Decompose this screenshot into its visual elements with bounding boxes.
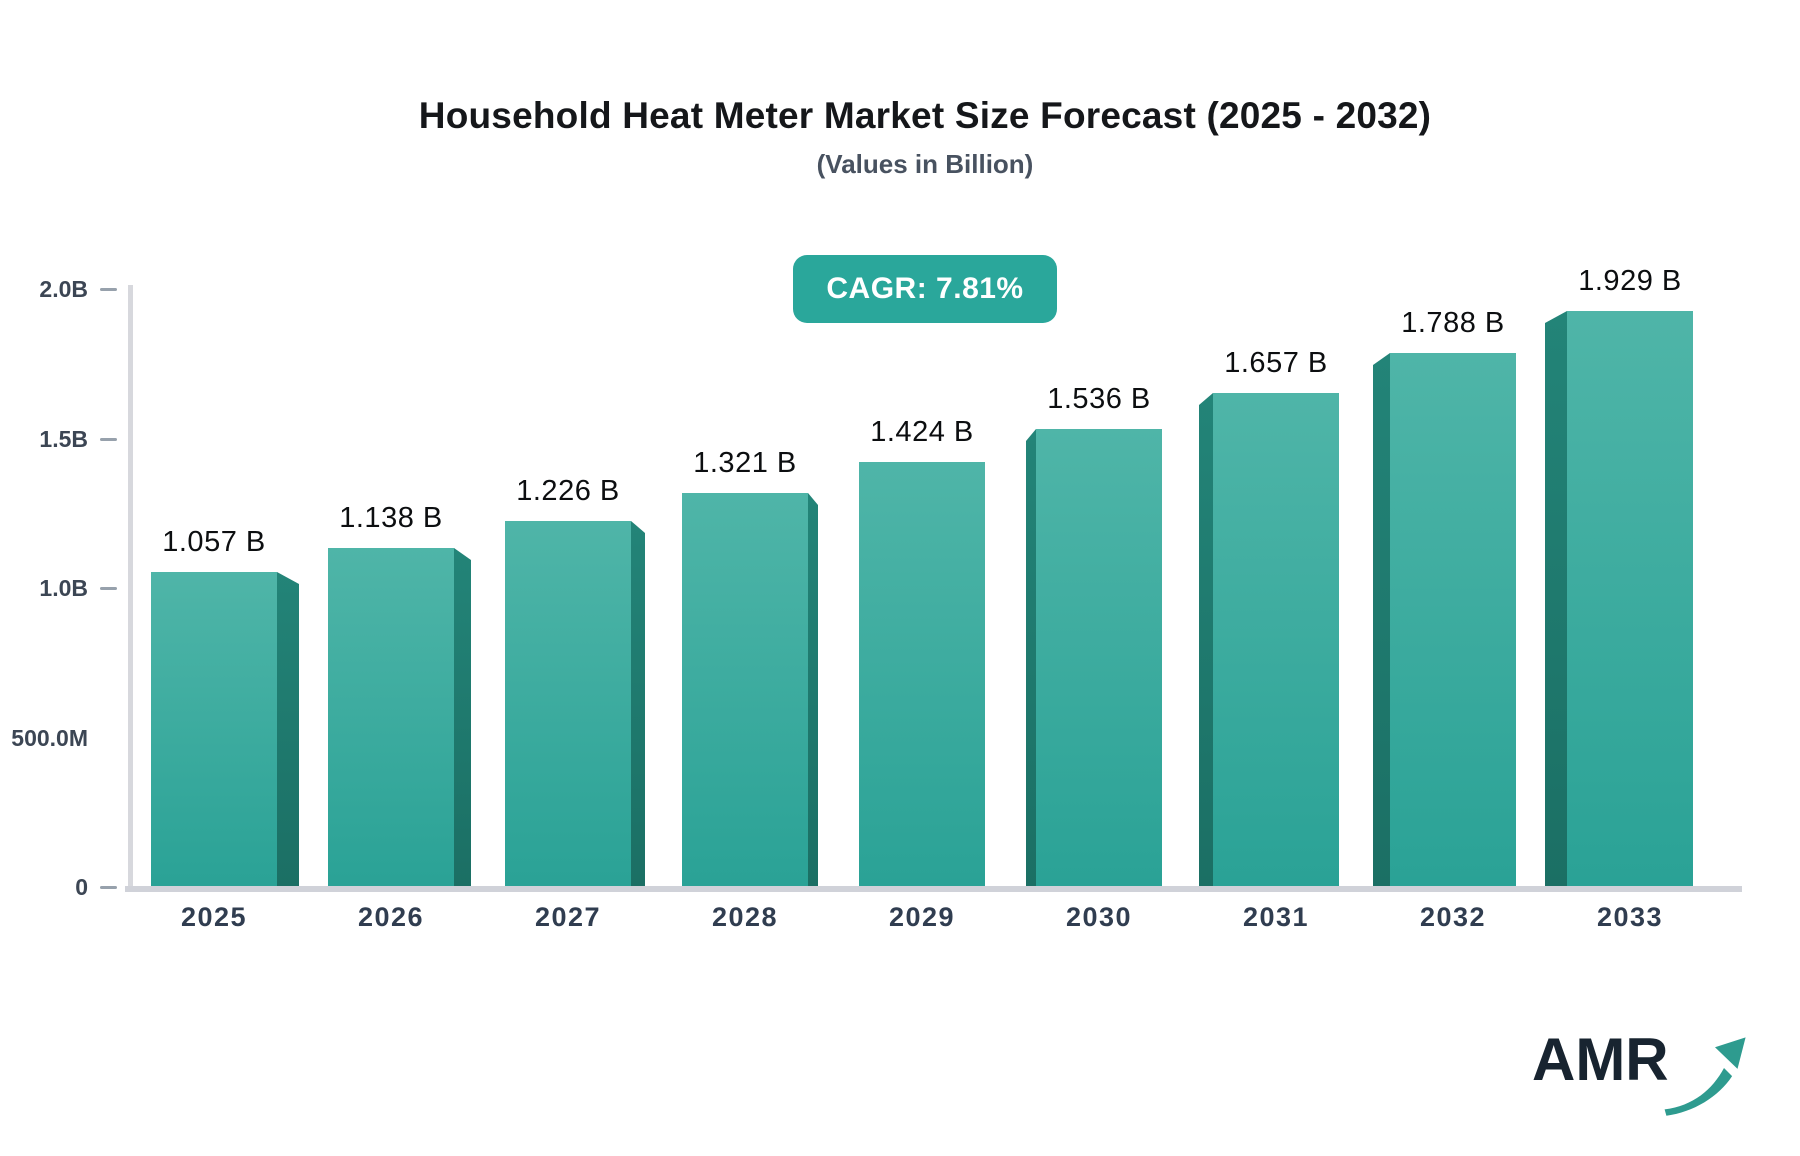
y-axis-tick-label: 500.0M	[11, 725, 88, 751]
y-axis-tick-dash	[100, 587, 117, 590]
x-axis-label: 2028	[711, 902, 779, 932]
x-axis-baseline	[125, 886, 1742, 892]
bar	[1390, 353, 1516, 886]
bar-value-label: 1.424 B	[870, 416, 974, 448]
cagr-badge-label: CAGR: 7.81%	[826, 272, 1024, 305]
bar-side-face	[1373, 353, 1390, 886]
bar-side-face	[1026, 429, 1036, 886]
bar-value-label: 1.321 B	[693, 447, 797, 479]
cagr-badge: CAGR: 7.81%	[793, 255, 1057, 323]
x-axis-label: 2026	[357, 902, 425, 932]
upward-trend-arrow-icon	[1664, 1037, 1746, 1116]
chart-title: Household Heat Meter Market Size Forecas…	[418, 95, 1432, 136]
bar	[328, 548, 454, 886]
y-axis-line	[128, 285, 133, 892]
bar-side-face	[1199, 393, 1213, 886]
bar-value-label: 1.536 B	[1047, 383, 1151, 415]
x-axis-label: 2033	[1596, 902, 1664, 932]
chart-subtitle: (Values in Billion)	[816, 149, 1034, 179]
bar-side-face	[277, 572, 299, 886]
bar	[151, 572, 277, 886]
y-axis-tick-label: 1.5B	[39, 426, 88, 452]
y-axis-tick-label: 1.0B	[39, 575, 88, 601]
y-axis-tick-dash	[100, 438, 117, 441]
y-axis-tick-dash	[100, 288, 117, 291]
x-axis-label: 2027	[534, 902, 602, 932]
y-axis-tick-label: 2.0B	[39, 276, 88, 302]
bar-value-label: 1.657 B	[1224, 347, 1328, 379]
bar-side-face	[1545, 311, 1567, 886]
bar	[505, 521, 631, 886]
amr-logo: AMR	[1532, 1030, 1751, 1122]
bar	[1036, 429, 1162, 886]
bar-value-label: 1.788 B	[1401, 307, 1505, 339]
x-axis-label: 2031	[1242, 902, 1310, 932]
chart-header: Household Heat Meter Market Size Forecas…	[0, 95, 1800, 180]
bar	[682, 493, 808, 886]
amr-logo-text: AMR	[1532, 1026, 1669, 1093]
bar	[1213, 393, 1339, 886]
bar	[1567, 311, 1693, 886]
bar-side-face	[808, 493, 818, 886]
y-axis-tick-dash	[100, 886, 117, 889]
bar-side-face	[454, 548, 471, 886]
x-axis-label: 2025	[180, 902, 248, 932]
bar-value-label: 1.138 B	[339, 502, 443, 534]
x-axis-label: 2032	[1419, 902, 1487, 932]
x-axis-label: 2030	[1065, 902, 1133, 932]
bar-side-face	[631, 521, 645, 886]
bar-value-label: 1.226 B	[516, 475, 620, 507]
bar-value-label: 1.929 B	[1578, 265, 1682, 297]
bar-value-label: 1.057 B	[162, 526, 266, 558]
x-axis-label: 2029	[888, 902, 956, 932]
y-axis-tick-label: 0	[75, 874, 88, 900]
bar	[859, 462, 985, 886]
